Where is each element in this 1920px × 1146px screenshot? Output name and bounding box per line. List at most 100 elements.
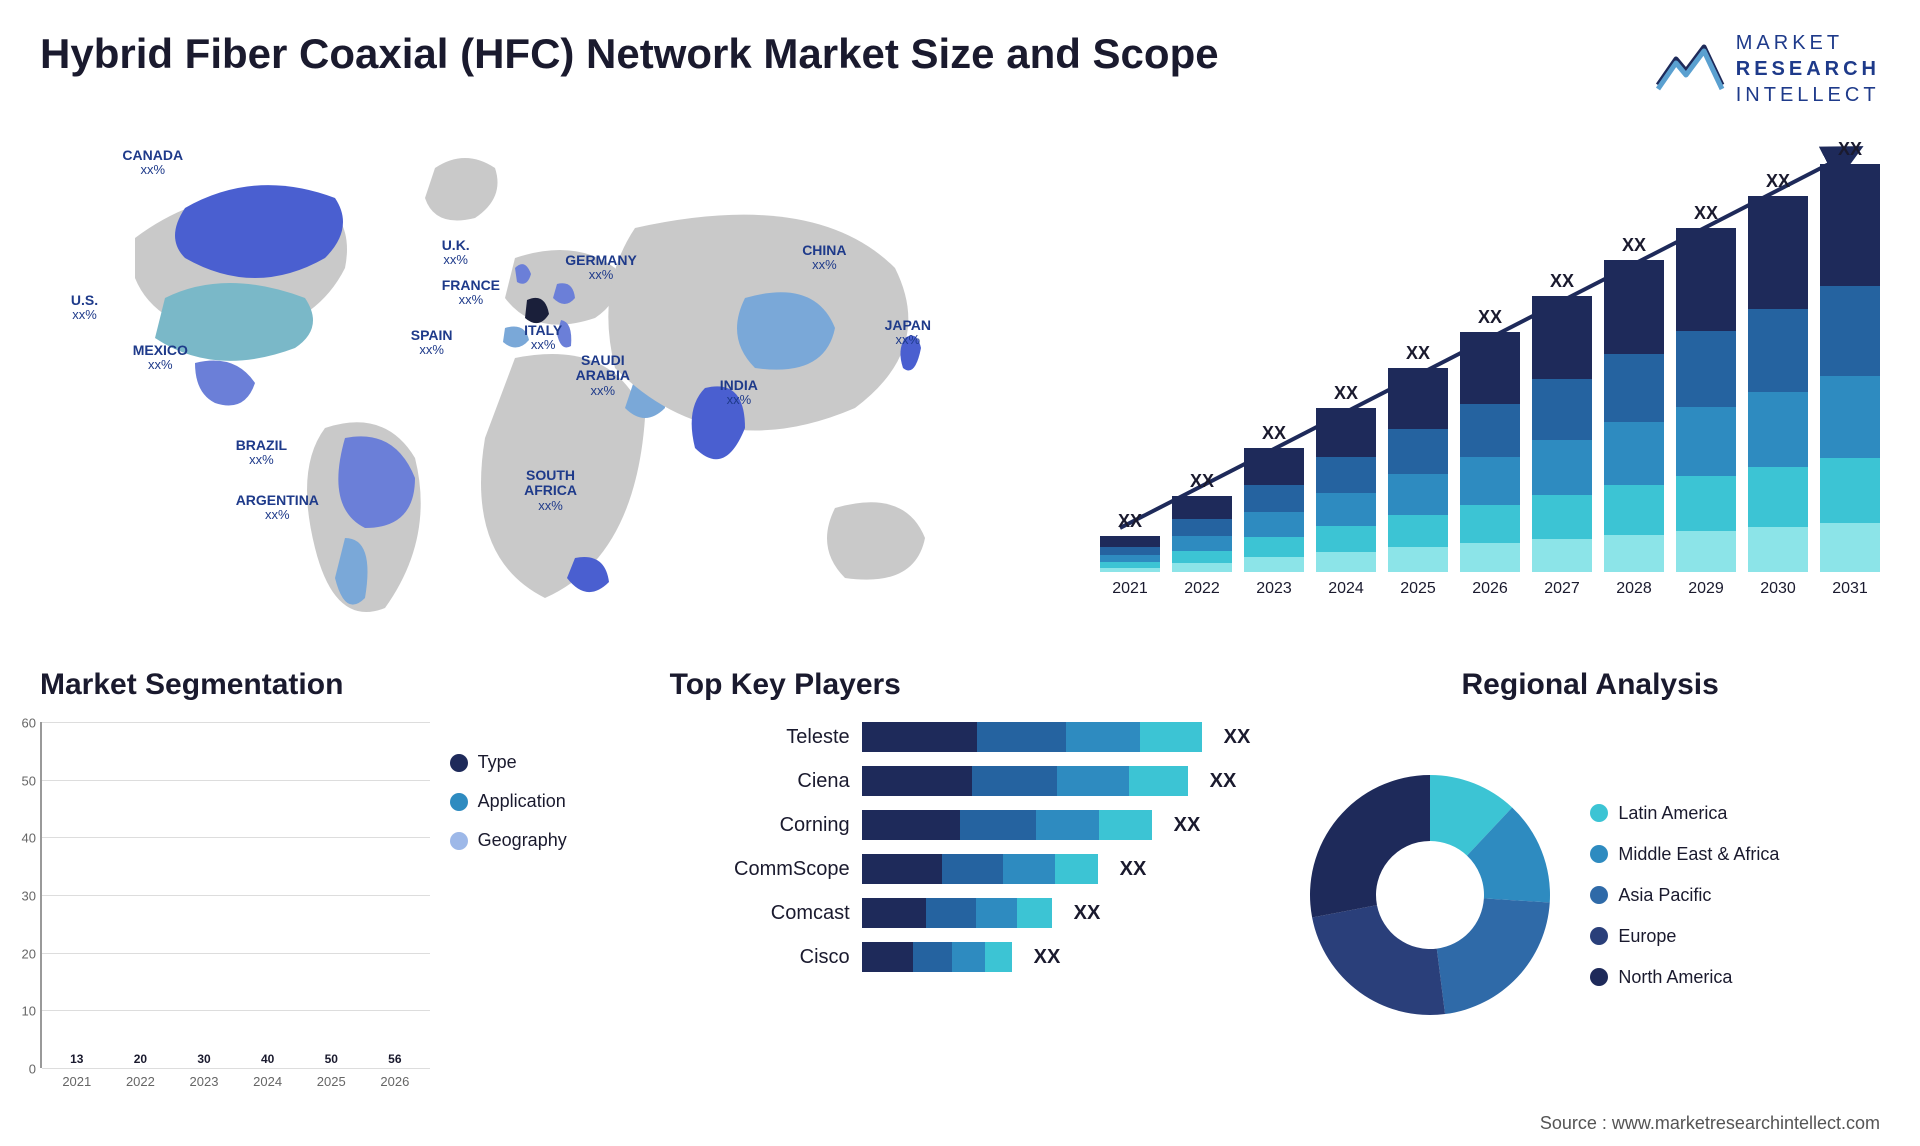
growth-bar-segment bbox=[1316, 552, 1376, 572]
growth-bar-segment bbox=[1676, 228, 1736, 331]
map-country-label: ITALYxx% bbox=[524, 323, 562, 353]
key-player-bar-segment bbox=[1129, 766, 1188, 796]
key-player-name: CommScope bbox=[710, 858, 850, 881]
growth-year-label: 2025 bbox=[1400, 580, 1436, 598]
growth-bar-segment bbox=[1820, 523, 1880, 572]
growth-bar-segment bbox=[1532, 379, 1592, 440]
world-map: CANADAxx%U.S.xx%MEXICOxx%BRAZILxx%ARGENT… bbox=[40, 128, 1070, 628]
growth-value-label: XX bbox=[1406, 343, 1430, 364]
legend-item: Latin America bbox=[1590, 803, 1779, 824]
key-player-bar bbox=[862, 810, 1152, 840]
growth-year-label: 2022 bbox=[1184, 580, 1220, 598]
key-player-bar-segment bbox=[985, 942, 1012, 972]
seg-year-label: 2022 bbox=[126, 1074, 155, 1089]
growth-bar-segment bbox=[1172, 551, 1232, 563]
growth-year-label: 2029 bbox=[1688, 580, 1724, 598]
growth-bar-segment bbox=[1532, 296, 1592, 379]
growth-bar-segment bbox=[1172, 536, 1232, 551]
y-axis-tick-label: 20 bbox=[22, 946, 36, 961]
growth-bar-column: XX 2029 bbox=[1676, 203, 1736, 598]
growth-bar-segment bbox=[1604, 485, 1664, 535]
legend-swatch bbox=[450, 832, 468, 850]
map-country-label: ARGENTINAxx% bbox=[236, 493, 319, 523]
growth-bar-segment bbox=[1676, 531, 1736, 572]
key-player-bar-segment bbox=[1017, 898, 1051, 928]
seg-total-label: 56 bbox=[388, 1052, 401, 1066]
source-attribution: Source : www.marketresearchintellect.com bbox=[1540, 1113, 1880, 1134]
key-player-bar bbox=[862, 942, 1012, 972]
key-player-row: ComcastXX bbox=[710, 898, 1251, 928]
logo-line: INTELLECT bbox=[1736, 82, 1880, 108]
growth-value-label: XX bbox=[1694, 203, 1718, 224]
growth-bar-column: XX 2025 bbox=[1388, 343, 1448, 598]
growth-bar-segment bbox=[1388, 515, 1448, 548]
growth-bar-segment bbox=[1244, 512, 1304, 537]
growth-year-label: 2026 bbox=[1472, 580, 1508, 598]
key-player-bar bbox=[862, 722, 1202, 752]
legend-item: Asia Pacific bbox=[1590, 885, 1779, 906]
key-player-bar-segment bbox=[952, 942, 985, 972]
seg-year-label: 2024 bbox=[253, 1074, 282, 1089]
seg-bar-column: 502025 bbox=[306, 1052, 356, 1068]
growth-bar-column: XX2027 bbox=[1532, 271, 1592, 598]
legend-label: Asia Pacific bbox=[1618, 885, 1711, 906]
growth-bar-segment bbox=[1172, 519, 1232, 536]
legend-label: Europe bbox=[1618, 926, 1676, 947]
segmentation-chart: 0102030405060 13202120202230202340202450… bbox=[40, 722, 430, 1068]
growth-value-label: XX bbox=[1838, 139, 1862, 160]
growth-bar-segment bbox=[1604, 260, 1664, 354]
key-player-bar-segment bbox=[1099, 810, 1151, 840]
growth-value-label: XX bbox=[1334, 383, 1358, 404]
growth-year-label: 2030 bbox=[1760, 580, 1796, 598]
y-axis-tick-label: 0 bbox=[29, 1062, 36, 1077]
growth-chart: XX2021XX2022XX2023XX2024XX2025XX2026XX20… bbox=[1100, 128, 1880, 628]
donut-slice bbox=[1437, 898, 1550, 1014]
regional-legend: Latin AmericaMiddle East & AfricaAsia Pa… bbox=[1590, 803, 1779, 988]
growth-bar-segment bbox=[1460, 404, 1520, 457]
map-country-label: U.K.xx% bbox=[442, 238, 470, 268]
growth-bar bbox=[1244, 448, 1304, 572]
growth-bar-segment bbox=[1604, 422, 1664, 484]
legend-label: Geography bbox=[478, 830, 567, 851]
growth-bar-segment bbox=[1100, 536, 1160, 547]
growth-bar-segment bbox=[1460, 505, 1520, 543]
growth-bar-segment bbox=[1388, 429, 1448, 474]
seg-bar-column: 402024 bbox=[243, 1052, 293, 1068]
key-player-bar-segment bbox=[1036, 810, 1100, 840]
growth-bar-segment bbox=[1748, 309, 1808, 392]
key-player-value: XX bbox=[1074, 902, 1101, 925]
key-player-value: XX bbox=[1224, 726, 1251, 749]
key-player-bar-segment bbox=[1003, 854, 1055, 884]
growth-bar-segment bbox=[1820, 164, 1880, 286]
seg-bar-column: 562026 bbox=[370, 1052, 420, 1068]
map-country-label: MEXICOxx% bbox=[133, 343, 188, 373]
key-player-bar-segment bbox=[862, 898, 927, 928]
legend-swatch bbox=[1590, 886, 1608, 904]
growth-value-label: XX bbox=[1478, 307, 1502, 328]
growth-bar bbox=[1820, 164, 1880, 572]
regional-panel: Regional Analysis Latin AmericaMiddle Ea… bbox=[1300, 668, 1880, 1068]
growth-bar bbox=[1532, 296, 1592, 572]
key-player-bar-segment bbox=[862, 854, 942, 884]
legend-swatch bbox=[450, 793, 468, 811]
key-player-bar-segment bbox=[942, 854, 1003, 884]
key-player-bar-segment bbox=[1140, 722, 1201, 752]
growth-bar-segment bbox=[1388, 368, 1448, 429]
regional-title: Regional Analysis bbox=[1300, 668, 1880, 702]
legend-label: North America bbox=[1618, 967, 1732, 988]
gridline: 0 bbox=[42, 1068, 430, 1069]
legend-label: Latin America bbox=[1618, 803, 1727, 824]
key-player-row: CommScopeXX bbox=[710, 854, 1251, 884]
key-player-value: XX bbox=[1210, 770, 1237, 793]
key-player-bar-segment bbox=[862, 810, 961, 840]
key-player-bar-segment bbox=[862, 766, 973, 796]
growth-bar-column: XX2028 bbox=[1604, 235, 1664, 598]
seg-year-label: 2026 bbox=[380, 1074, 409, 1089]
growth-bar bbox=[1604, 260, 1664, 572]
growth-bar-segment bbox=[1316, 457, 1376, 493]
key-player-bar-segment bbox=[1057, 766, 1129, 796]
donut-slice bbox=[1310, 775, 1430, 917]
seg-total-label: 20 bbox=[134, 1052, 147, 1066]
key-players-panel: Top Key Players TelesteXXCienaXXCorningX… bbox=[670, 668, 1251, 1068]
seg-year-label: 2023 bbox=[190, 1074, 219, 1089]
